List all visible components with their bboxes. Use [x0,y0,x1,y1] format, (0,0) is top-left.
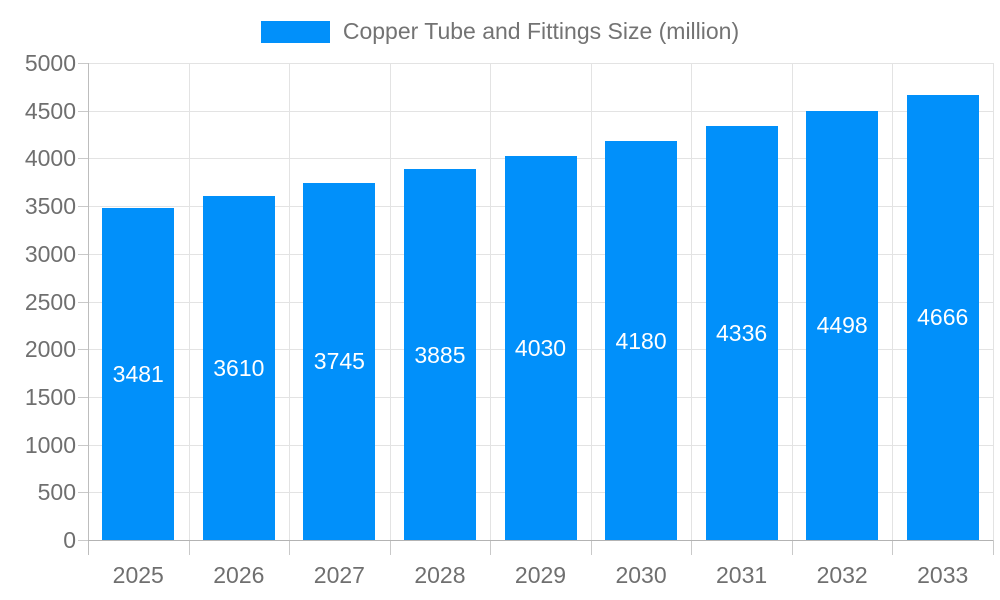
y-tick [78,301,88,303]
y-tick [78,540,88,541]
y-axis-label: 5000 [24,50,76,76]
bar-2025[interactable] [102,207,175,540]
y-gridline [88,110,993,112]
bar-value-label: 4180 [615,327,667,354]
x-axis-label: 2026 [213,562,265,588]
bar-value-label: 3745 [313,348,365,375]
bar-value-label: 4498 [816,312,868,339]
bar-2028[interactable] [403,169,476,540]
x-gridline [490,63,492,540]
y-tick [78,63,88,64]
x-tick [188,540,190,555]
x-axis-label: 2032 [816,562,868,588]
bar-2027[interactable] [303,182,376,540]
x-axis-label: 2027 [313,562,365,588]
y-gridline [88,63,993,64]
y-axis-label: 2500 [24,288,76,315]
x-gridline [892,63,894,540]
y-axis-label: 2000 [24,336,76,363]
x-gridline [993,63,994,540]
y-tick [78,444,88,446]
x-axis-label: 2025 [112,562,164,588]
x-tick [892,540,894,555]
x-axis-label: 2028 [414,562,466,588]
y-axis-label: 0 [63,527,76,553]
y-axis-label: 3000 [24,240,76,267]
x-tick [590,540,592,555]
x-tick [389,540,391,555]
bar-value-label: 4336 [716,320,768,347]
x-tick [691,540,693,555]
bar-2026[interactable] [202,195,275,540]
x-gridline [691,63,693,540]
bar-2030[interactable] [605,141,678,540]
x-gridline [289,63,291,540]
x-tick [490,540,492,555]
y-axis-label: 4000 [24,145,76,172]
bar-value-label: 3885 [414,341,466,368]
bar-2033[interactable] [906,94,979,540]
bar-value-label: 4666 [917,304,969,331]
bar-2032[interactable] [806,110,879,540]
bar-value-label: 3610 [213,354,265,381]
y-tick [78,396,88,398]
x-axis-label: 2030 [615,562,667,588]
y-axis-label: 1000 [24,431,76,458]
x-gridline [389,63,391,540]
y-tick [78,206,88,208]
y-axis-line [88,63,89,555]
y-axis-label: 500 [37,479,76,506]
bar-2031[interactable] [705,126,778,540]
y-axis-label: 1500 [24,383,76,410]
chart-legend[interactable]: Copper Tube and Fittings Size (million) [0,18,1000,45]
y-tick [78,253,88,255]
bar-value-label: 3481 [112,360,164,387]
x-tick [993,540,994,555]
y-tick [78,158,88,160]
x-gridline [791,63,793,540]
y-axis-label: 4500 [24,97,76,124]
y-axis-label: 3500 [24,193,76,220]
x-axis-label: 2029 [514,562,567,588]
x-tick [791,540,793,555]
y-tick [78,110,88,112]
x-gridline [188,63,190,540]
y-tick [78,349,88,351]
legend-swatch [260,20,330,43]
x-axis-line [88,540,993,541]
bar-2029[interactable] [504,155,577,540]
x-axis-label: 2031 [716,562,768,588]
x-tick [289,540,291,555]
legend-label: Copper Tube and Fittings Size (million) [342,18,740,44]
x-gridline [590,63,592,540]
bar-value-label: 4030 [514,334,567,361]
x-axis-label: 2033 [917,562,969,588]
y-tick [78,492,88,494]
